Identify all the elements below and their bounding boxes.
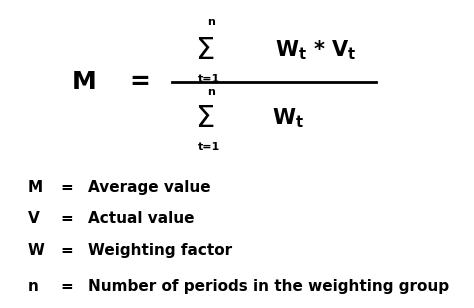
Text: V: V: [28, 211, 40, 226]
Text: $\mathbf{W_t}$: $\mathbf{W_t}$: [272, 107, 304, 130]
Text: =: =: [61, 211, 73, 226]
Text: Number of periods in the weighting group: Number of periods in the weighting group: [88, 279, 449, 294]
Text: Average value: Average value: [88, 180, 211, 195]
Text: =: =: [61, 279, 73, 294]
Text: t=1: t=1: [198, 142, 220, 152]
Text: =: =: [129, 70, 150, 94]
Text: =: =: [61, 243, 73, 258]
Text: t=1: t=1: [198, 74, 220, 84]
Text: n: n: [208, 87, 215, 97]
Text: $\mathbf{W_t}$ * $\mathbf{V_t}$: $\mathbf{W_t}$ * $\mathbf{V_t}$: [275, 39, 356, 62]
Text: Actual value: Actual value: [88, 211, 195, 226]
Text: =: =: [61, 180, 73, 195]
Text: Weighting factor: Weighting factor: [88, 243, 232, 258]
Text: $\Sigma$: $\Sigma$: [195, 36, 214, 65]
Text: M: M: [28, 180, 43, 195]
Text: n: n: [28, 279, 39, 294]
Text: W: W: [28, 243, 45, 258]
Text: $\Sigma$: $\Sigma$: [195, 104, 214, 133]
Text: M: M: [71, 70, 96, 94]
Text: n: n: [208, 17, 215, 27]
